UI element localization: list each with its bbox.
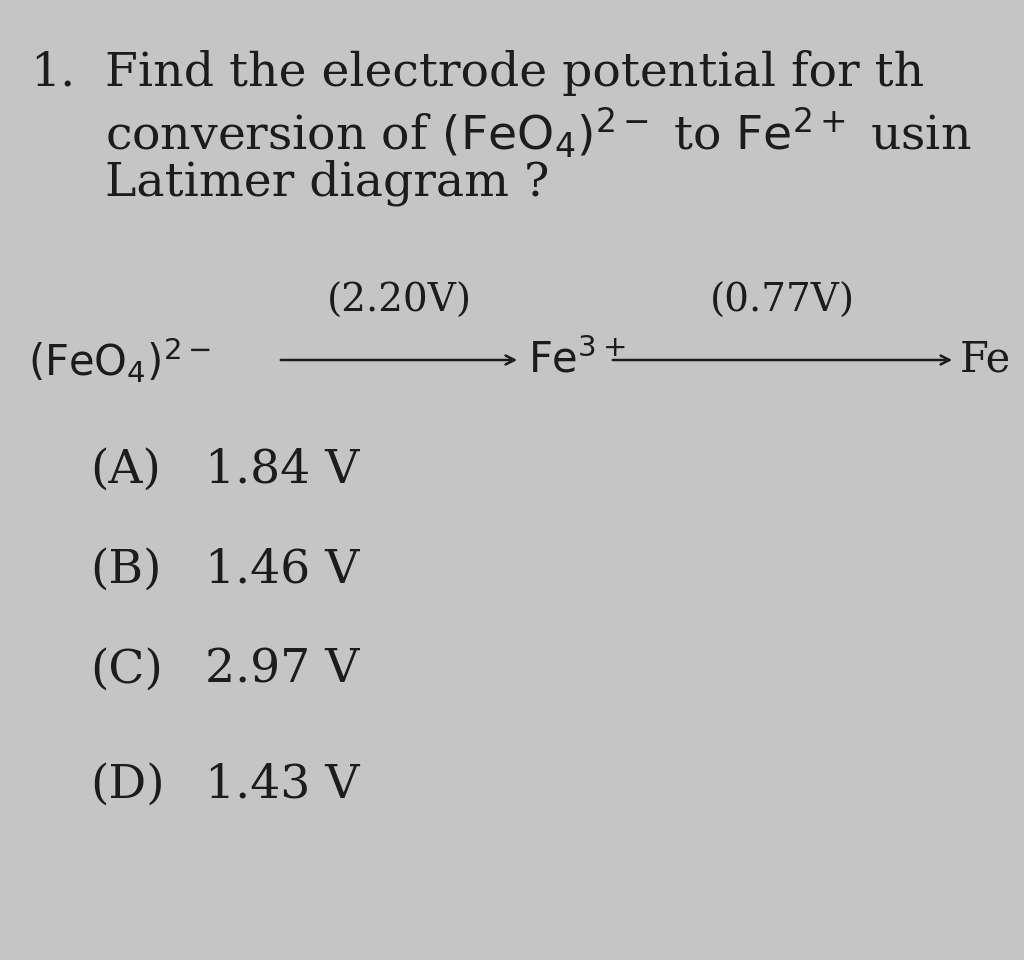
Text: Latimer diagram ?: Latimer diagram ? bbox=[105, 160, 549, 206]
Text: 1.: 1. bbox=[30, 50, 75, 95]
Text: (C): (C) bbox=[90, 647, 163, 692]
Text: (A): (A) bbox=[90, 447, 161, 492]
Text: $\mathrm{Fe}^{3+}$: $\mathrm{Fe}^{3+}$ bbox=[528, 339, 626, 381]
Text: 1.43 V: 1.43 V bbox=[205, 762, 359, 807]
Text: $(\mathrm{FeO_4})^{2-}$: $(\mathrm{FeO_4})^{2-}$ bbox=[28, 335, 211, 385]
Text: 1.84 V: 1.84 V bbox=[205, 447, 359, 492]
Text: 2.97 V: 2.97 V bbox=[205, 647, 359, 692]
Text: Fe: Fe bbox=[961, 339, 1012, 381]
Text: 1.46 V: 1.46 V bbox=[205, 547, 359, 592]
Text: Find the electrode potential for th: Find the electrode potential for th bbox=[105, 50, 925, 96]
Text: conversion of $(\mathrm{FeO_4})^{2-}$ to $\mathrm{Fe^{2+}}$ usin: conversion of $(\mathrm{FeO_4})^{2-}$ to… bbox=[105, 105, 972, 159]
Text: (0.77V): (0.77V) bbox=[710, 283, 855, 320]
Text: (D): (D) bbox=[90, 762, 165, 807]
Text: (2.20V): (2.20V) bbox=[327, 283, 472, 320]
Text: (B): (B) bbox=[90, 547, 162, 592]
